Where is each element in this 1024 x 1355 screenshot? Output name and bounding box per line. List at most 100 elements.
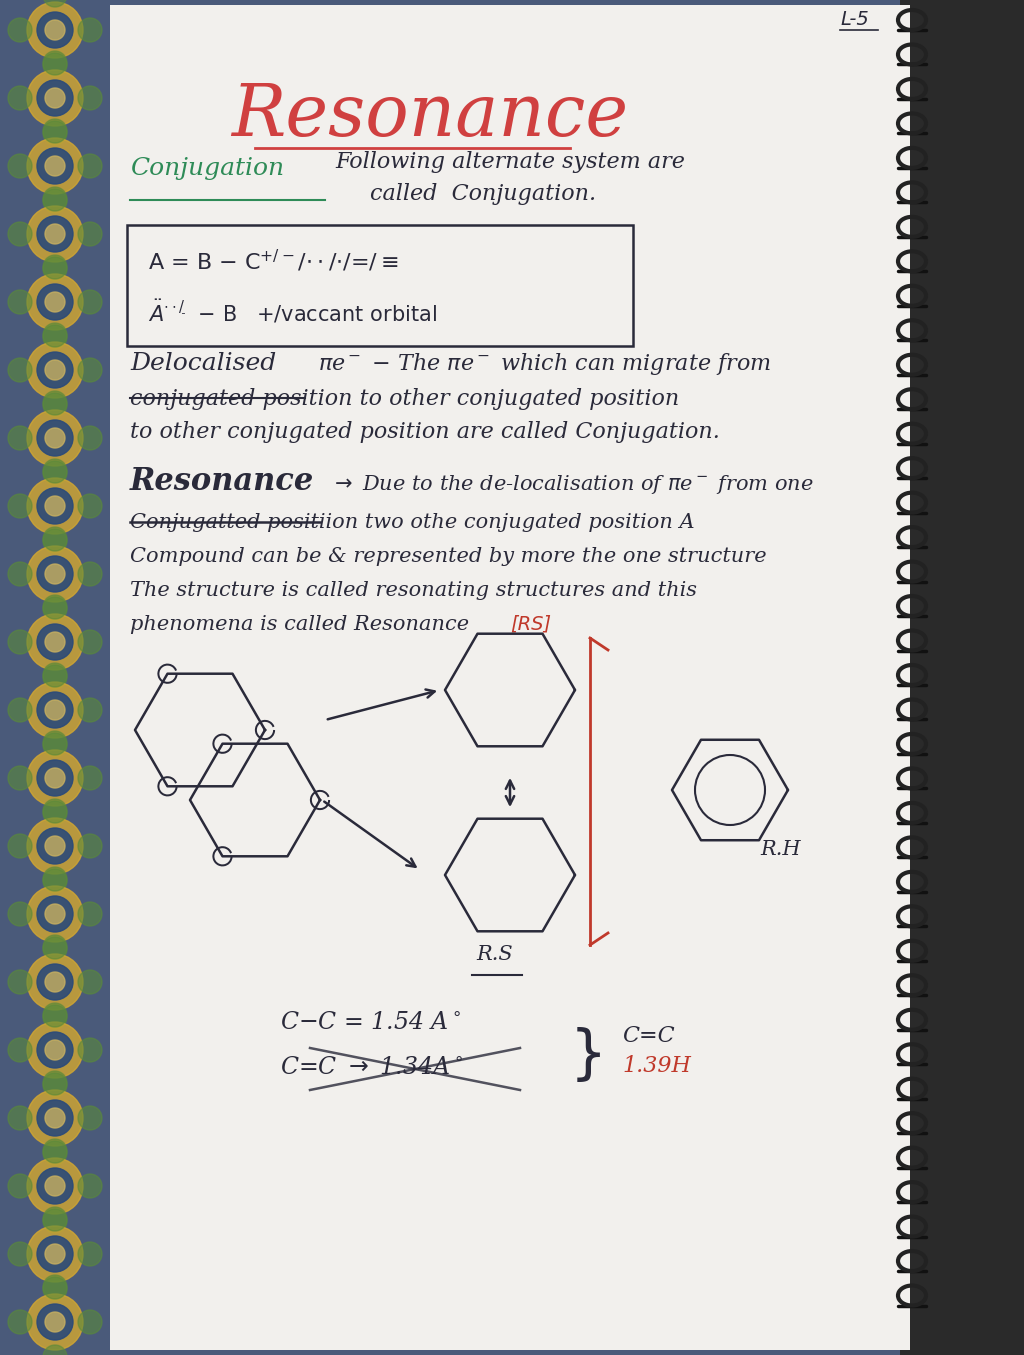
FancyBboxPatch shape: [110, 5, 910, 1350]
Circle shape: [8, 1038, 32, 1062]
Circle shape: [43, 255, 67, 279]
Circle shape: [27, 138, 83, 194]
Circle shape: [45, 631, 65, 652]
Circle shape: [43, 121, 67, 145]
Circle shape: [45, 836, 65, 856]
Circle shape: [37, 692, 73, 728]
Text: L-5: L-5: [840, 9, 868, 28]
Text: phenomena is called Resonance: phenomena is called Resonance: [130, 615, 469, 634]
Circle shape: [43, 595, 67, 619]
Circle shape: [27, 818, 83, 874]
Circle shape: [37, 1168, 73, 1205]
Circle shape: [8, 1173, 32, 1198]
Circle shape: [45, 291, 65, 312]
Circle shape: [43, 461, 67, 485]
Circle shape: [27, 886, 83, 942]
Circle shape: [43, 1207, 67, 1230]
Circle shape: [43, 1275, 67, 1299]
Circle shape: [43, 1141, 67, 1165]
Circle shape: [45, 496, 65, 516]
Circle shape: [43, 392, 67, 415]
Text: Compound can be & represented by more the one structure: Compound can be & represented by more th…: [130, 547, 767, 566]
Circle shape: [43, 663, 67, 687]
Circle shape: [27, 682, 83, 738]
Text: $\ddot{A}^{\cdot\cdot/_{\bar{}}}$  $-$ B   +/vaccant orbital: $\ddot{A}^{\cdot\cdot/_{\bar{}}}$ $-$ B …: [148, 298, 437, 325]
Circle shape: [27, 411, 83, 466]
Circle shape: [45, 360, 65, 379]
Text: $\rightarrow$ Due to the de-localisation of $\pi$e$^-$ from one: $\rightarrow$ Due to the de-localisation…: [330, 473, 814, 496]
Text: }: }: [570, 1027, 607, 1084]
Text: C=C $\rightarrow$ 1.34A$^\circ$: C=C $\rightarrow$ 1.34A$^\circ$: [280, 1057, 463, 1080]
Text: A = B $-$ C$^{+/-}$/$\cdot\cdot$/$\cdot$/=/$\equiv$: A = B $-$ C$^{+/-}$/$\cdot\cdot$/$\cdot$…: [148, 248, 399, 274]
Circle shape: [37, 215, 73, 252]
Circle shape: [8, 18, 32, 42]
Circle shape: [78, 970, 102, 995]
Circle shape: [8, 495, 32, 518]
Circle shape: [78, 630, 102, 654]
Circle shape: [37, 80, 73, 117]
Circle shape: [43, 393, 67, 417]
Text: [RS]: [RS]: [510, 615, 551, 634]
Circle shape: [78, 562, 102, 585]
Circle shape: [8, 698, 32, 722]
Circle shape: [43, 867, 67, 892]
Circle shape: [45, 88, 65, 108]
Circle shape: [43, 1140, 67, 1163]
Circle shape: [78, 766, 102, 790]
Circle shape: [27, 1089, 83, 1146]
Text: Conjugatted positiion two othe conjugated position A: Conjugatted positiion two othe conjugate…: [130, 514, 694, 533]
Circle shape: [43, 257, 67, 280]
Circle shape: [43, 119, 67, 144]
Circle shape: [27, 1022, 83, 1079]
Circle shape: [45, 1108, 65, 1127]
Circle shape: [43, 1209, 67, 1233]
Circle shape: [43, 53, 67, 77]
Circle shape: [37, 1033, 73, 1068]
Circle shape: [78, 1310, 102, 1335]
Text: called  Conjugation.: called Conjugation.: [370, 183, 596, 205]
Circle shape: [8, 1106, 32, 1130]
Text: $\pi$e$^-$ $-$ The $\pi$e$^-$ which can migrate from: $\pi$e$^-$ $-$ The $\pi$e$^-$ which can …: [318, 351, 771, 377]
Circle shape: [43, 187, 67, 211]
Text: R.S: R.S: [477, 944, 513, 963]
Circle shape: [45, 768, 65, 789]
Circle shape: [78, 495, 102, 518]
Circle shape: [43, 51, 67, 75]
Circle shape: [78, 1106, 102, 1130]
Circle shape: [27, 70, 83, 126]
Circle shape: [45, 904, 65, 924]
Text: Conjugation: Conjugation: [130, 157, 284, 180]
Circle shape: [45, 20, 65, 41]
Circle shape: [78, 154, 102, 178]
Circle shape: [37, 556, 73, 592]
Circle shape: [43, 1003, 67, 1027]
Circle shape: [27, 274, 83, 331]
Circle shape: [37, 760, 73, 795]
Circle shape: [45, 156, 65, 176]
Circle shape: [45, 1244, 65, 1264]
Circle shape: [43, 322, 67, 347]
Circle shape: [8, 562, 32, 585]
Circle shape: [43, 730, 67, 755]
Text: 1.39H: 1.39H: [622, 1056, 691, 1077]
Circle shape: [27, 954, 83, 1009]
Circle shape: [43, 1276, 67, 1301]
Text: Resonance: Resonance: [231, 80, 629, 150]
Circle shape: [43, 869, 67, 893]
Circle shape: [27, 478, 83, 534]
Text: C$-$C = 1.54 A$^\circ$: C$-$C = 1.54 A$^\circ$: [280, 1012, 461, 1035]
Circle shape: [78, 85, 102, 110]
Circle shape: [43, 325, 67, 350]
Circle shape: [43, 459, 67, 482]
Circle shape: [78, 290, 102, 314]
Text: conjugated position to other conjugated position: conjugated position to other conjugated …: [130, 388, 679, 411]
Circle shape: [43, 801, 67, 825]
Circle shape: [43, 1346, 67, 1355]
Circle shape: [43, 799, 67, 822]
Circle shape: [37, 285, 73, 320]
Circle shape: [78, 902, 102, 925]
Text: Following alternate system are: Following alternate system are: [335, 150, 685, 173]
Text: The structure is called resonating structures and this: The structure is called resonating struc…: [130, 581, 697, 600]
Circle shape: [27, 751, 83, 806]
Circle shape: [8, 154, 32, 178]
